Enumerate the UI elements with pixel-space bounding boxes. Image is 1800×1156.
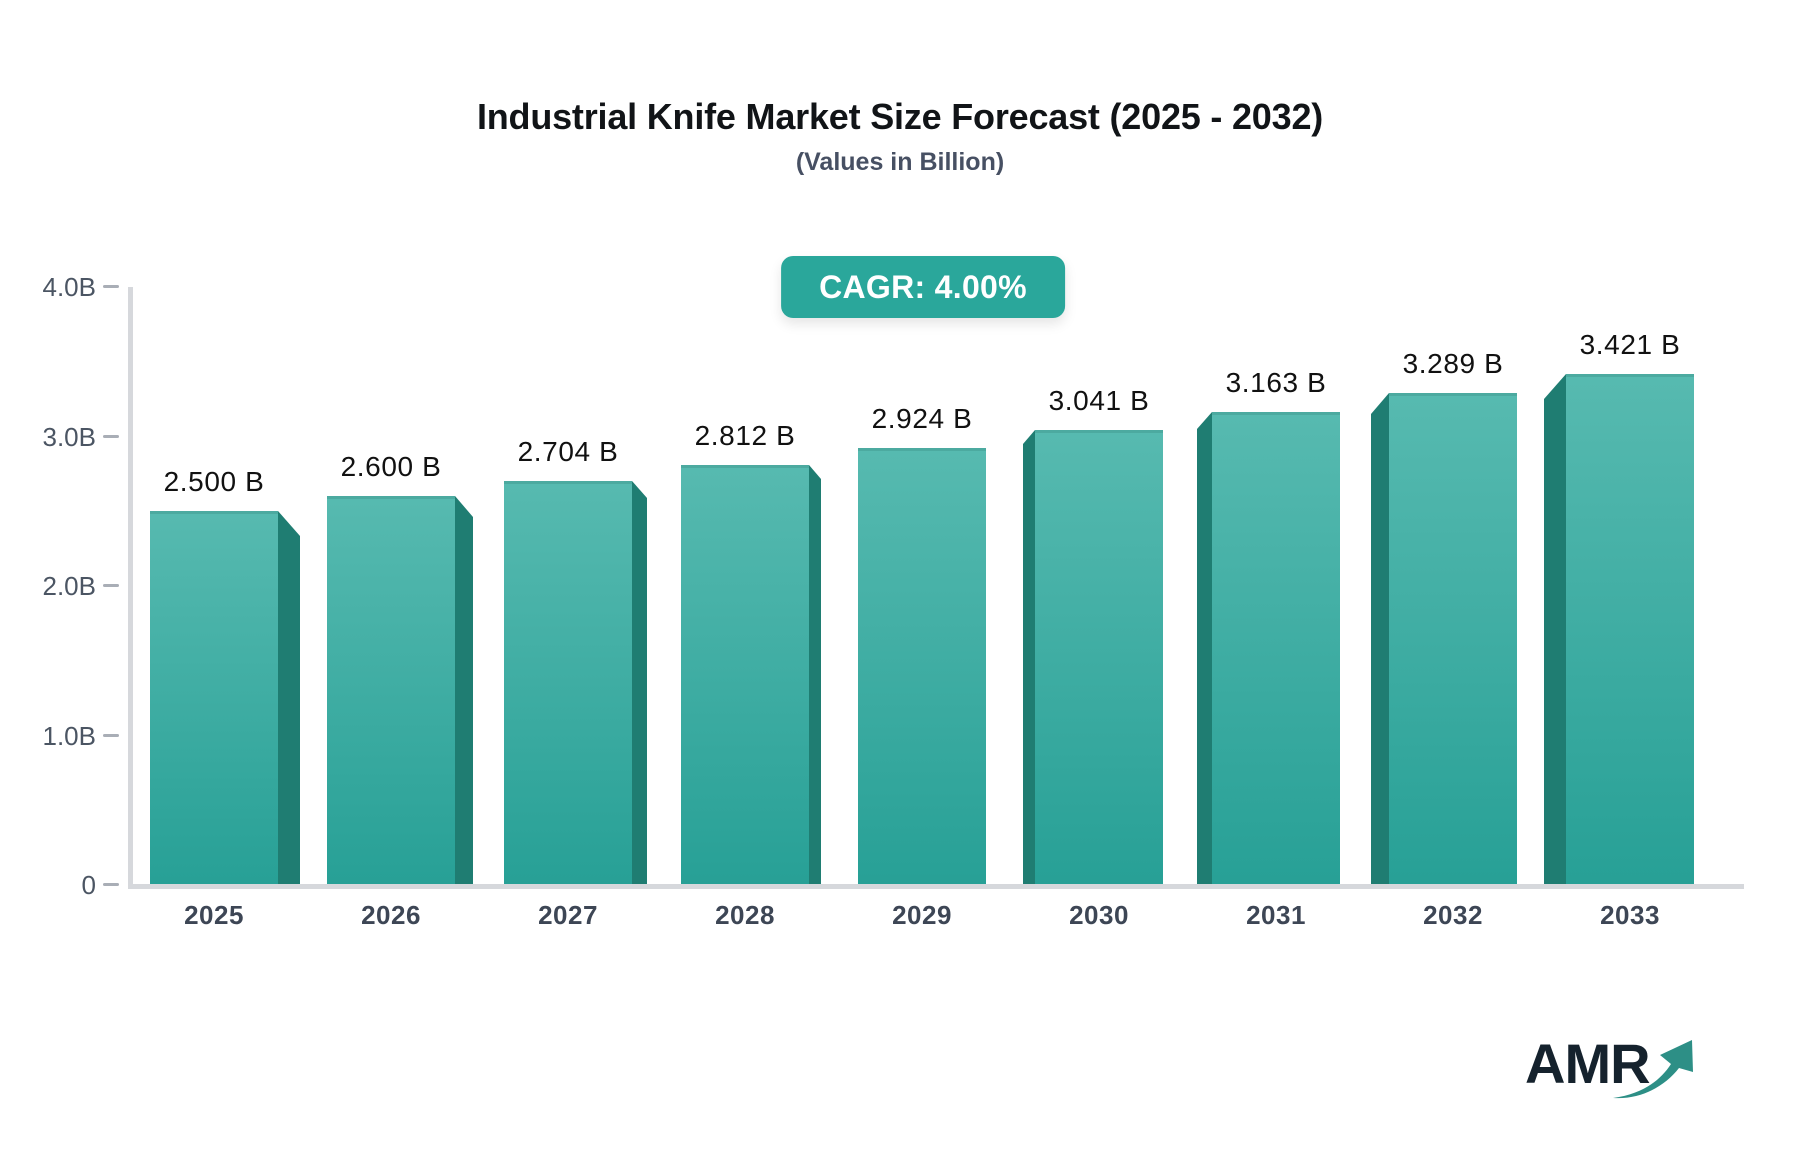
bar-value-label: 3.041 B — [1048, 385, 1150, 416]
y-tick-mark — [103, 883, 119, 886]
bar-side-face — [632, 481, 647, 885]
bar-value-label: 2.924 B — [871, 403, 973, 434]
bar-2028[interactable] — [681, 465, 821, 885]
y-tick-label: 0 — [81, 870, 96, 900]
bar-2031[interactable] — [1197, 412, 1340, 885]
bar-2030[interactable] — [1023, 430, 1163, 885]
bar-top-edge — [1212, 412, 1340, 415]
x-axis-label: 2026 — [361, 900, 421, 930]
x-axis-label: 2032 — [1423, 900, 1483, 930]
bar-top-edge — [327, 496, 455, 499]
bar-2033[interactable] — [1544, 374, 1694, 885]
x-axis-line — [128, 884, 1744, 889]
y-tick-label: 4.0B — [42, 272, 97, 302]
bar-front-face — [1389, 393, 1517, 885]
bar-top-edge — [1035, 430, 1163, 433]
bar-top-edge — [504, 481, 632, 484]
logo-text: AMR — [1525, 1032, 1651, 1095]
bar-side-face — [455, 496, 473, 885]
amr-logo: AMR — [1525, 1032, 1745, 1122]
bar-front-face — [1566, 374, 1694, 885]
bar-top-edge — [1389, 393, 1517, 396]
y-axis-line — [128, 287, 133, 889]
y-tick-label: 3.0B — [42, 422, 97, 452]
cagr-badge: CAGR: 4.00% — [781, 256, 1065, 318]
bar-front-face — [327, 496, 455, 885]
bar-2025[interactable] — [150, 511, 300, 885]
x-axis-label: 2031 — [1246, 900, 1306, 930]
bar-2027[interactable] — [504, 481, 647, 885]
y-tick-mark — [103, 435, 119, 438]
chart-title: Industrial Knife Market Size Forecast (2… — [476, 96, 1324, 137]
x-axis-label: 2029 — [892, 900, 952, 930]
bar-side-face — [1544, 374, 1566, 885]
bar-top-edge — [681, 465, 809, 468]
chart-subtitle: (Values in Billion) — [795, 148, 1005, 176]
x-axis-label: 2033 — [1600, 900, 1660, 930]
bar-side-face — [278, 511, 300, 885]
bar-front-face — [1212, 412, 1340, 885]
bar-value-label: 2.600 B — [340, 451, 442, 482]
bar-value-label: 2.704 B — [517, 436, 619, 467]
bar-front-face — [1035, 430, 1163, 885]
bar-front-face — [681, 465, 809, 885]
bar-top-edge — [858, 448, 986, 451]
logo-arrow-icon — [1613, 1040, 1693, 1099]
bar-value-label: 2.812 B — [694, 420, 796, 451]
bar-2026[interactable] — [327, 496, 473, 885]
bar-side-face — [1197, 412, 1212, 885]
bar-front-face — [858, 448, 986, 885]
bar-front-face — [504, 481, 632, 885]
bar-value-label: 3.421 B — [1579, 329, 1681, 360]
bar-2032[interactable] — [1371, 393, 1517, 885]
bar-2029[interactable] — [858, 448, 986, 885]
bar-value-label: 2.500 B — [163, 466, 265, 497]
x-axis-label: 2028 — [715, 900, 775, 930]
bar-value-label: 3.289 B — [1402, 348, 1504, 379]
x-axis-label: 2027 — [538, 900, 598, 930]
x-axis-label: 2025 — [184, 900, 244, 930]
bar-front-face — [150, 511, 278, 885]
bar-side-face — [1371, 393, 1389, 885]
y-tick-label: 2.0B — [42, 571, 97, 601]
bar-side-face — [1023, 430, 1035, 885]
y-tick-label: 1.0B — [42, 721, 97, 751]
y-tick-mark — [103, 734, 119, 737]
y-tick-mark — [103, 285, 119, 288]
bar-top-edge — [1566, 374, 1694, 377]
bar-side-face — [809, 465, 821, 885]
bar-top-edge — [150, 511, 278, 514]
y-tick-mark — [103, 584, 119, 587]
x-axis-label: 2030 — [1069, 900, 1129, 930]
bar-value-label: 3.163 B — [1225, 367, 1327, 398]
